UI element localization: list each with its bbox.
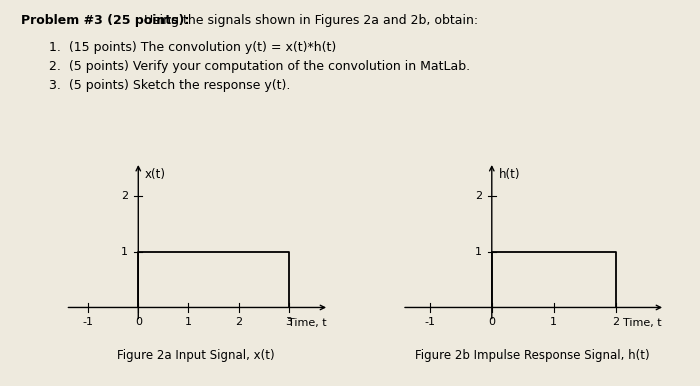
Text: 2: 2 <box>475 191 482 201</box>
Text: 0: 0 <box>489 317 496 327</box>
Text: 1.  (15 points) The convolution y(t) = x(t)*h(t): 1. (15 points) The convolution y(t) = x(… <box>49 41 336 54</box>
Text: 0: 0 <box>135 317 142 327</box>
Text: Time, t: Time, t <box>288 318 326 328</box>
Text: h(t): h(t) <box>499 168 521 181</box>
Text: Problem #3 (25 points):: Problem #3 (25 points): <box>21 14 190 27</box>
Text: Figure 2a Input Signal, x(t): Figure 2a Input Signal, x(t) <box>117 349 275 362</box>
Text: 2: 2 <box>235 317 242 327</box>
Text: 1: 1 <box>185 317 192 327</box>
Text: Figure 2b Impulse Response Signal, h(t): Figure 2b Impulse Response Signal, h(t) <box>414 349 650 362</box>
Text: 2.  (5 points) Verify your computation of the convolution in MatLab.: 2. (5 points) Verify your computation of… <box>49 60 470 73</box>
Text: Time, t: Time, t <box>623 318 662 328</box>
Text: 2: 2 <box>612 317 619 327</box>
Text: -1: -1 <box>424 317 435 327</box>
Text: 1: 1 <box>550 317 557 327</box>
Text: 2: 2 <box>121 191 128 201</box>
Text: 3: 3 <box>286 317 293 327</box>
Text: 3.  (5 points) Sketch the response y(t).: 3. (5 points) Sketch the response y(t). <box>49 79 290 92</box>
Text: 1: 1 <box>475 247 482 257</box>
Text: 1: 1 <box>121 247 128 257</box>
Text: Using the signals shown in Figures 2a and 2b, obtain:: Using the signals shown in Figures 2a an… <box>136 14 479 27</box>
Text: -1: -1 <box>83 317 94 327</box>
Text: x(t): x(t) <box>144 168 165 181</box>
